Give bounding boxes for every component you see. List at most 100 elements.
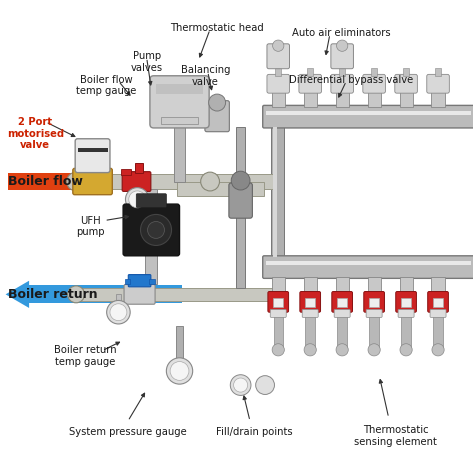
Bar	[431, 91, 445, 107]
Bar	[433, 298, 443, 307]
Bar	[275, 68, 281, 76]
Circle shape	[140, 214, 172, 246]
FancyBboxPatch shape	[122, 172, 151, 191]
Bar	[156, 84, 203, 94]
Circle shape	[273, 40, 284, 51]
Circle shape	[209, 94, 226, 111]
FancyBboxPatch shape	[332, 292, 353, 312]
Polygon shape	[97, 168, 121, 195]
Circle shape	[126, 188, 149, 211]
FancyBboxPatch shape	[267, 74, 290, 93]
Bar	[337, 316, 347, 350]
Bar	[336, 91, 349, 107]
FancyBboxPatch shape	[270, 310, 286, 318]
Circle shape	[147, 221, 164, 238]
Bar	[76, 288, 273, 301]
Circle shape	[400, 344, 412, 356]
Circle shape	[166, 358, 193, 384]
Text: Balancing
valve: Balancing valve	[181, 65, 230, 87]
Bar	[8, 173, 102, 191]
FancyBboxPatch shape	[124, 284, 155, 304]
Bar	[266, 261, 471, 265]
FancyBboxPatch shape	[150, 76, 209, 128]
Bar	[403, 68, 409, 76]
FancyBboxPatch shape	[268, 292, 289, 312]
Text: System pressure gauge: System pressure gauge	[69, 428, 187, 438]
Bar	[337, 298, 347, 307]
Bar	[146, 189, 157, 284]
FancyBboxPatch shape	[302, 310, 318, 318]
FancyBboxPatch shape	[395, 74, 418, 93]
Text: Differential bypass valve: Differential bypass valve	[289, 75, 413, 85]
FancyBboxPatch shape	[205, 100, 229, 132]
Bar	[266, 111, 471, 115]
FancyBboxPatch shape	[123, 204, 180, 256]
Bar	[435, 68, 441, 76]
FancyBboxPatch shape	[229, 183, 252, 218]
Circle shape	[67, 172, 85, 191]
Bar	[371, 68, 377, 76]
Bar	[400, 277, 413, 293]
Bar	[401, 316, 411, 350]
Bar	[339, 68, 345, 76]
Bar	[272, 91, 285, 107]
Circle shape	[368, 344, 380, 356]
Bar	[76, 174, 273, 189]
Bar	[273, 127, 277, 257]
Circle shape	[272, 344, 284, 356]
Bar	[135, 163, 143, 173]
Circle shape	[110, 304, 127, 321]
Circle shape	[337, 40, 348, 51]
Bar	[307, 68, 313, 76]
Bar	[149, 279, 155, 284]
Text: Thermostatic
sensing element: Thermostatic sensing element	[354, 425, 437, 447]
FancyBboxPatch shape	[430, 310, 446, 318]
Text: Boiler return
temp gauge: Boiler return temp gauge	[54, 345, 117, 367]
Bar	[306, 316, 315, 350]
Text: UFH
pump: UFH pump	[76, 216, 104, 237]
Circle shape	[201, 172, 219, 191]
FancyBboxPatch shape	[366, 310, 382, 318]
Text: Pump
valves: Pump valves	[130, 51, 163, 73]
Circle shape	[230, 375, 251, 395]
Bar	[29, 285, 182, 303]
Circle shape	[170, 362, 189, 380]
FancyBboxPatch shape	[73, 168, 112, 195]
Bar	[400, 91, 413, 107]
Bar	[431, 277, 445, 293]
FancyBboxPatch shape	[363, 74, 385, 93]
Bar	[272, 277, 285, 293]
FancyBboxPatch shape	[267, 44, 290, 69]
Bar	[161, 117, 198, 124]
FancyBboxPatch shape	[128, 274, 151, 287]
Bar	[304, 91, 317, 107]
Bar	[367, 277, 381, 293]
FancyBboxPatch shape	[398, 310, 414, 318]
Bar	[369, 298, 379, 307]
Circle shape	[304, 344, 316, 356]
Bar	[305, 298, 315, 307]
Bar	[336, 277, 349, 293]
FancyBboxPatch shape	[263, 256, 474, 278]
Circle shape	[336, 344, 348, 356]
Text: Thermostatic head: Thermostatic head	[170, 23, 264, 33]
Circle shape	[255, 376, 274, 394]
Text: Boiler flow: Boiler flow	[8, 175, 83, 188]
Bar	[174, 124, 185, 182]
Bar	[177, 182, 264, 196]
Bar	[273, 316, 283, 350]
FancyBboxPatch shape	[427, 74, 449, 93]
FancyBboxPatch shape	[263, 105, 474, 128]
Circle shape	[68, 286, 84, 303]
Bar	[78, 148, 108, 152]
Text: Boiler return: Boiler return	[8, 288, 98, 301]
Circle shape	[432, 344, 444, 356]
Bar	[135, 182, 139, 200]
Text: Boiler flow
temp gauge: Boiler flow temp gauge	[76, 75, 137, 96]
Bar	[125, 279, 130, 284]
FancyBboxPatch shape	[331, 44, 354, 69]
Bar	[121, 169, 131, 175]
Bar	[273, 298, 283, 307]
FancyBboxPatch shape	[334, 310, 350, 318]
Text: 2 Port
motorised
valve: 2 Port motorised valve	[7, 117, 64, 150]
